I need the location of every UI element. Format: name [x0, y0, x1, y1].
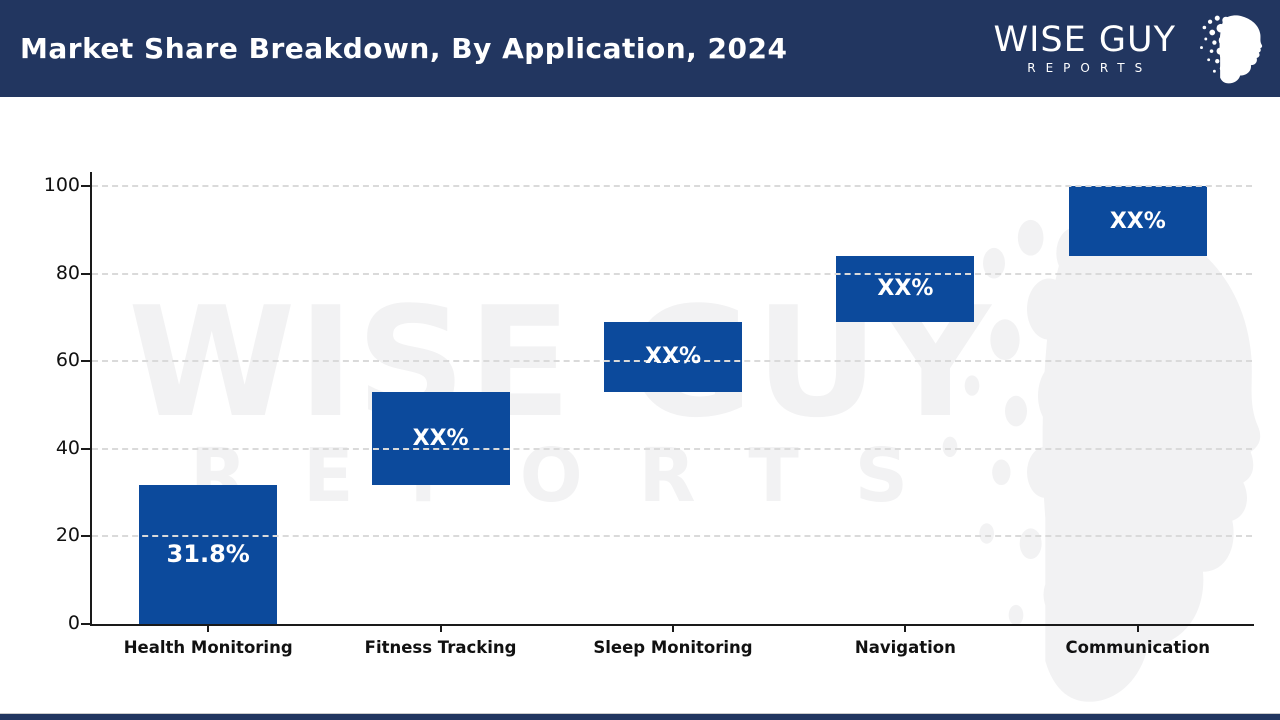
gridline-100	[92, 185, 1252, 187]
wiseguy-logo: WISE GUY REPORTS	[993, 8, 1266, 90]
y-tick-label: 20	[55, 524, 80, 547]
footer-divider	[0, 713, 1280, 714]
bar-label-health-monitoring: 31.8%	[166, 540, 250, 569]
x-tick-mark	[672, 624, 674, 632]
y-tick-mark	[81, 360, 90, 363]
x-axis-label-fitness-tracking: Fitness Tracking	[364, 638, 517, 657]
page-title: Market Share Breakdown, By Application, …	[20, 32, 788, 65]
bar-label-navigation: XX%	[877, 276, 934, 302]
x-axis-label-navigation: Navigation	[854, 638, 956, 657]
bar-label-sleep-monitoring: XX%	[645, 344, 701, 370]
x-tick-mark	[207, 624, 210, 632]
bar-communication	[1068, 186, 1207, 257]
logo-subtitle: REPORTS	[1027, 61, 1153, 75]
y-tick-mark	[81, 623, 90, 625]
y-tick-label: 80	[55, 261, 80, 284]
y-tick-label: 0	[67, 612, 80, 634]
y-tick-mark	[81, 185, 90, 187]
watermark-subtitle: REPORTS	[190, 433, 965, 519]
y-tick-mark	[81, 447, 90, 450]
y-tick-label: 40	[55, 436, 80, 459]
gridline-40	[92, 447, 1252, 450]
header: Market Share Breakdown, By Application, …	[0, 0, 1280, 97]
bar-health-monitoring	[139, 484, 278, 624]
wiseguy-face-icon	[1200, 15, 1263, 84]
footer-bar	[0, 714, 1280, 720]
x-tick-mark	[439, 624, 442, 632]
logo-text: WISE GUY REPORTS	[993, 20, 1176, 76]
x-axis-label-health-monitoring: Health Monitoring	[123, 638, 293, 657]
y-tick-mark	[81, 272, 90, 275]
bar-sleep-monitoring	[604, 321, 742, 392]
gridline-20	[92, 535, 1252, 538]
y-tick-label: 60	[55, 349, 80, 372]
bar-label-communication: XX%	[1109, 208, 1166, 234]
x-tick-mark	[1136, 624, 1139, 632]
bar-label-fitness-tracking: XX%	[412, 425, 469, 451]
y-tick-label: 100	[43, 174, 80, 196]
y-tick-mark	[81, 535, 90, 538]
x-axis-label-communication: Communication	[1065, 638, 1211, 657]
x-axis-label-sleep-monitoring: Sleep Monitoring	[593, 638, 753, 657]
chart-region: WISE GUY REPORTS 0 20 40 60 80 100 31.8% Health…	[0, 97, 1280, 714]
gridline-80	[92, 272, 1252, 275]
x-tick-mark	[904, 624, 907, 632]
gridline-60	[92, 360, 1252, 363]
bar-fitness-tracking	[371, 391, 510, 485]
plot-area: 0 20 40 60 80 100 31.8% Health Monitoring XX% Fit…	[44, 172, 1254, 657]
bar-navigation	[836, 256, 975, 322]
logo-wordmark: WISE GUY	[993, 20, 1176, 60]
